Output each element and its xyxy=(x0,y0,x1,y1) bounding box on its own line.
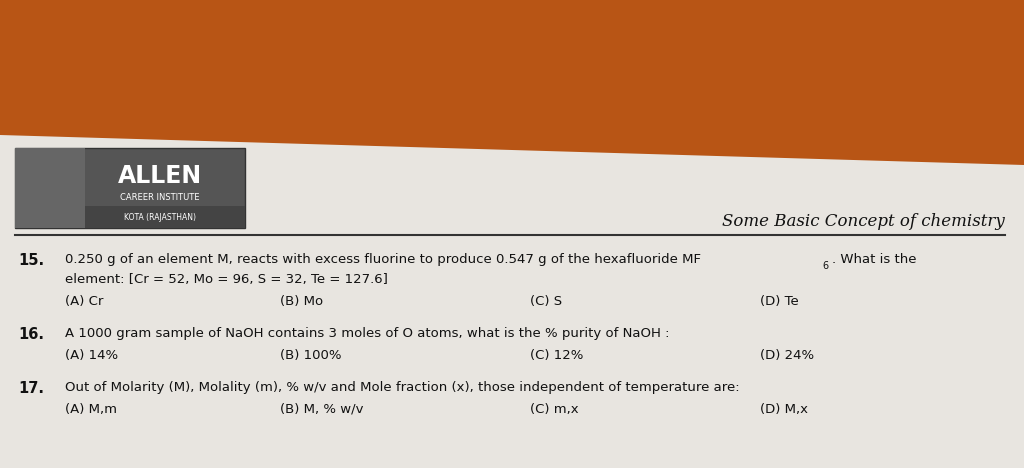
Text: (D) M,x: (D) M,x xyxy=(760,403,808,416)
Text: 6: 6 xyxy=(822,261,828,271)
Text: (A) M,m: (A) M,m xyxy=(65,403,117,416)
Text: . What is the: . What is the xyxy=(831,253,916,266)
Text: (C) S: (C) S xyxy=(530,295,562,308)
Text: (D) 24%: (D) 24% xyxy=(760,349,814,362)
Text: A 1000 gram sample of NaOH contains 3 moles of O atoms, what is the % purity of : A 1000 gram sample of NaOH contains 3 mo… xyxy=(65,327,670,340)
Bar xyxy=(15,148,85,228)
Text: KOTA (RAJASTHAN): KOTA (RAJASTHAN) xyxy=(124,212,196,221)
Text: (D) Te: (D) Te xyxy=(760,295,799,308)
Bar xyxy=(15,148,245,228)
Text: CAREER INSTITUTE: CAREER INSTITUTE xyxy=(120,193,200,203)
Text: (C) m,x: (C) m,x xyxy=(530,403,579,416)
Text: 15.: 15. xyxy=(18,253,44,268)
Text: 17.: 17. xyxy=(18,381,44,396)
Text: Some Basic Concept of chemistry: Some Basic Concept of chemistry xyxy=(722,213,1005,230)
Text: (B) Mo: (B) Mo xyxy=(280,295,324,308)
Text: ALLEN: ALLEN xyxy=(118,164,202,188)
Text: Out of Molarity (M), Molality (m), % w/v and Mole fraction (x), those independen: Out of Molarity (M), Molality (m), % w/v… xyxy=(65,381,739,394)
Text: (C) 12%: (C) 12% xyxy=(530,349,584,362)
Text: 16.: 16. xyxy=(18,327,44,342)
Bar xyxy=(85,206,245,228)
Polygon shape xyxy=(0,135,1024,468)
Text: (A) Cr: (A) Cr xyxy=(65,295,103,308)
Text: (B) 100%: (B) 100% xyxy=(280,349,341,362)
Text: (B) M, % w/v: (B) M, % w/v xyxy=(280,403,364,416)
Text: (A) 14%: (A) 14% xyxy=(65,349,118,362)
Text: element: [Cr = 52, Mo = 96, S = 32, Te = 127.6]: element: [Cr = 52, Mo = 96, S = 32, Te =… xyxy=(65,273,388,286)
Text: 0.250 g of an element M, reacts with excess fluorine to produce 0.547 g of the h: 0.250 g of an element M, reacts with exc… xyxy=(65,253,701,266)
